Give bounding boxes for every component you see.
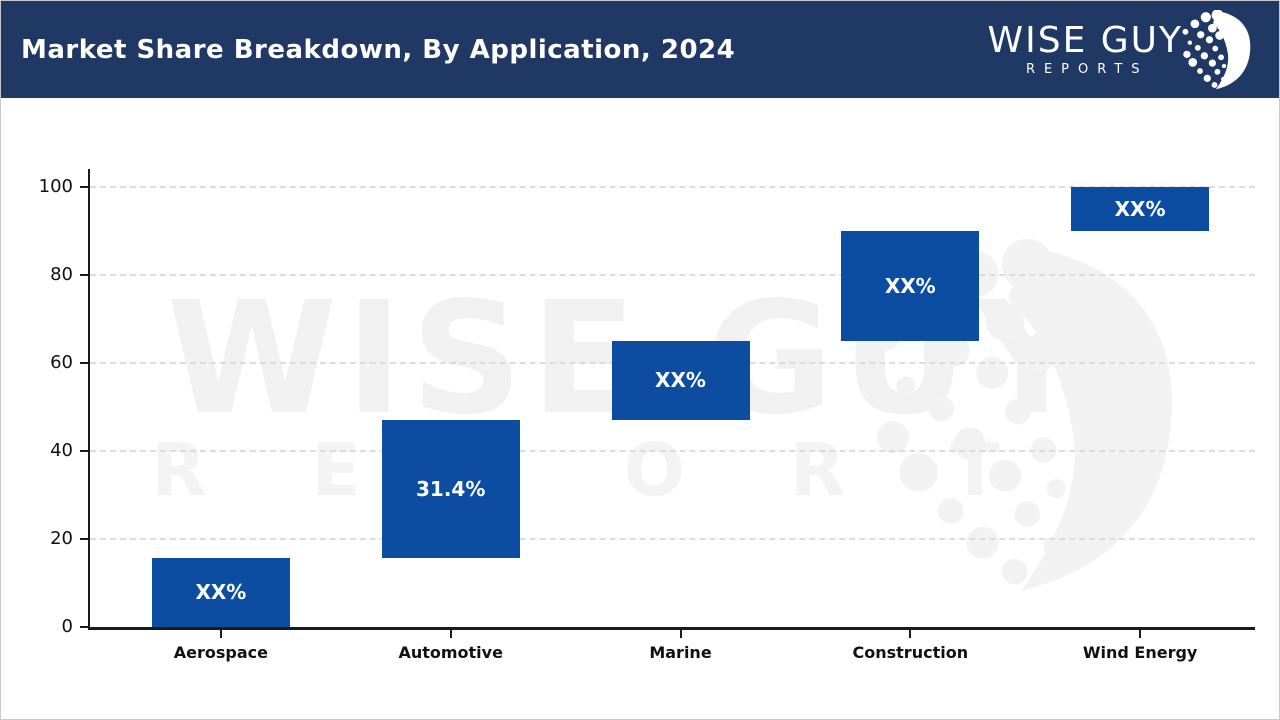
y-tick-0 xyxy=(80,626,88,628)
y-tick-80 xyxy=(80,274,88,276)
y-tick-60 xyxy=(80,362,88,364)
bar-value-label: 31.4% xyxy=(415,476,486,501)
wiseguy-face-icon xyxy=(1182,9,1251,89)
chart-area: WISE GUY R E P O R T S 0 20 40 60 80 100 XX% Ae… xyxy=(1,98,1279,719)
y-tick-40 xyxy=(80,450,88,452)
bar-value-label: XX% xyxy=(655,368,706,393)
category-label-3: Construction xyxy=(852,643,969,662)
bar-value-label: XX% xyxy=(195,580,247,605)
bar-aerospace: XX% xyxy=(151,557,290,627)
category-label-4: Wind Energy xyxy=(1082,643,1198,662)
gridline-20 xyxy=(90,538,1255,540)
x-tick-3 xyxy=(909,630,912,638)
logo-wordmark: WISE GUY REPORTS xyxy=(987,20,1184,77)
x-axis xyxy=(88,627,1255,630)
header-bar: Market Share Breakdown, By Application, … xyxy=(1,1,1279,98)
category-label-1: Automotive xyxy=(398,643,503,662)
y-tick-label-100: 100 xyxy=(38,176,73,197)
bar-wind-energy: XX% xyxy=(1071,187,1210,231)
y-tick-label-40: 40 xyxy=(50,440,73,461)
gridline-80 xyxy=(90,274,1255,276)
bar-construction: XX% xyxy=(841,231,980,341)
y-tick-100 xyxy=(80,186,88,188)
bar-marine: XX% xyxy=(611,340,750,420)
gridline-40 xyxy=(90,450,1255,452)
watermark-line2: R E P O R T S xyxy=(151,428,1197,512)
bar-automotive: 31.4% xyxy=(381,419,520,558)
x-tick-4 xyxy=(1139,630,1142,638)
y-tick-label-20: 20 xyxy=(50,528,73,549)
y-tick-label-80: 80 xyxy=(50,264,73,285)
chart-title: Market Share Breakdown, By Application, … xyxy=(21,34,736,65)
bar-value-label: XX% xyxy=(884,273,936,298)
x-tick-1 xyxy=(449,630,452,638)
x-tick-2 xyxy=(679,630,682,638)
wiseguy-logo: WISE GUY REPORTS xyxy=(987,9,1254,90)
category-label-0: Aerospace xyxy=(173,643,268,662)
x-tick-0 xyxy=(219,630,222,638)
y-tick-label-0: 0 xyxy=(61,616,73,637)
logo-wordmark-bottom: REPORTS xyxy=(1025,62,1149,77)
y-tick-20 xyxy=(80,538,88,540)
gridline-100 xyxy=(90,186,1255,188)
y-axis xyxy=(88,169,90,630)
logo-wordmark-top: WISE GUY xyxy=(987,20,1183,61)
category-label-2: Marine xyxy=(649,643,712,662)
y-tick-label-60: 60 xyxy=(50,352,73,373)
bar-value-label: XX% xyxy=(1114,197,1166,221)
